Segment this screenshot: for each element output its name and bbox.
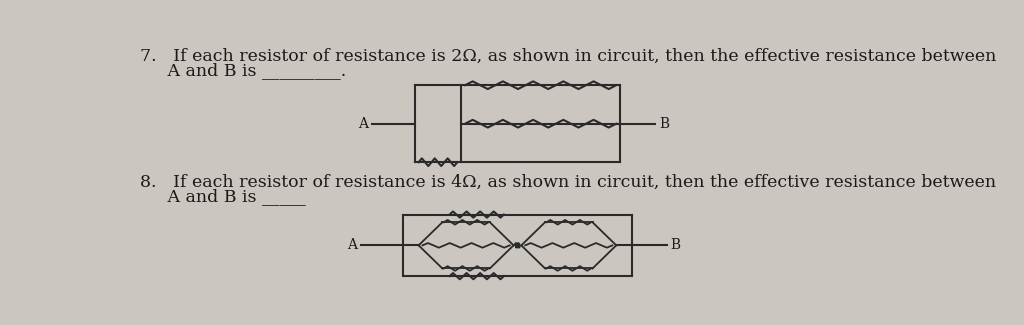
Text: A and B is _____: A and B is _____ xyxy=(139,188,305,205)
Text: A and B is _________.: A and B is _________. xyxy=(139,62,346,79)
Text: B: B xyxy=(671,238,681,252)
Text: A: A xyxy=(358,117,369,131)
Text: B: B xyxy=(658,117,669,131)
Text: 8.   If each resistor of resistance is 4Ω, as shown in circuit, then the effecti: 8. If each resistor of resistance is 4Ω,… xyxy=(139,174,995,191)
Text: 7.   If each resistor of resistance is 2Ω, as shown in circuit, then the effecti: 7. If each resistor of resistance is 2Ω,… xyxy=(139,48,996,65)
Text: A: A xyxy=(347,238,356,252)
